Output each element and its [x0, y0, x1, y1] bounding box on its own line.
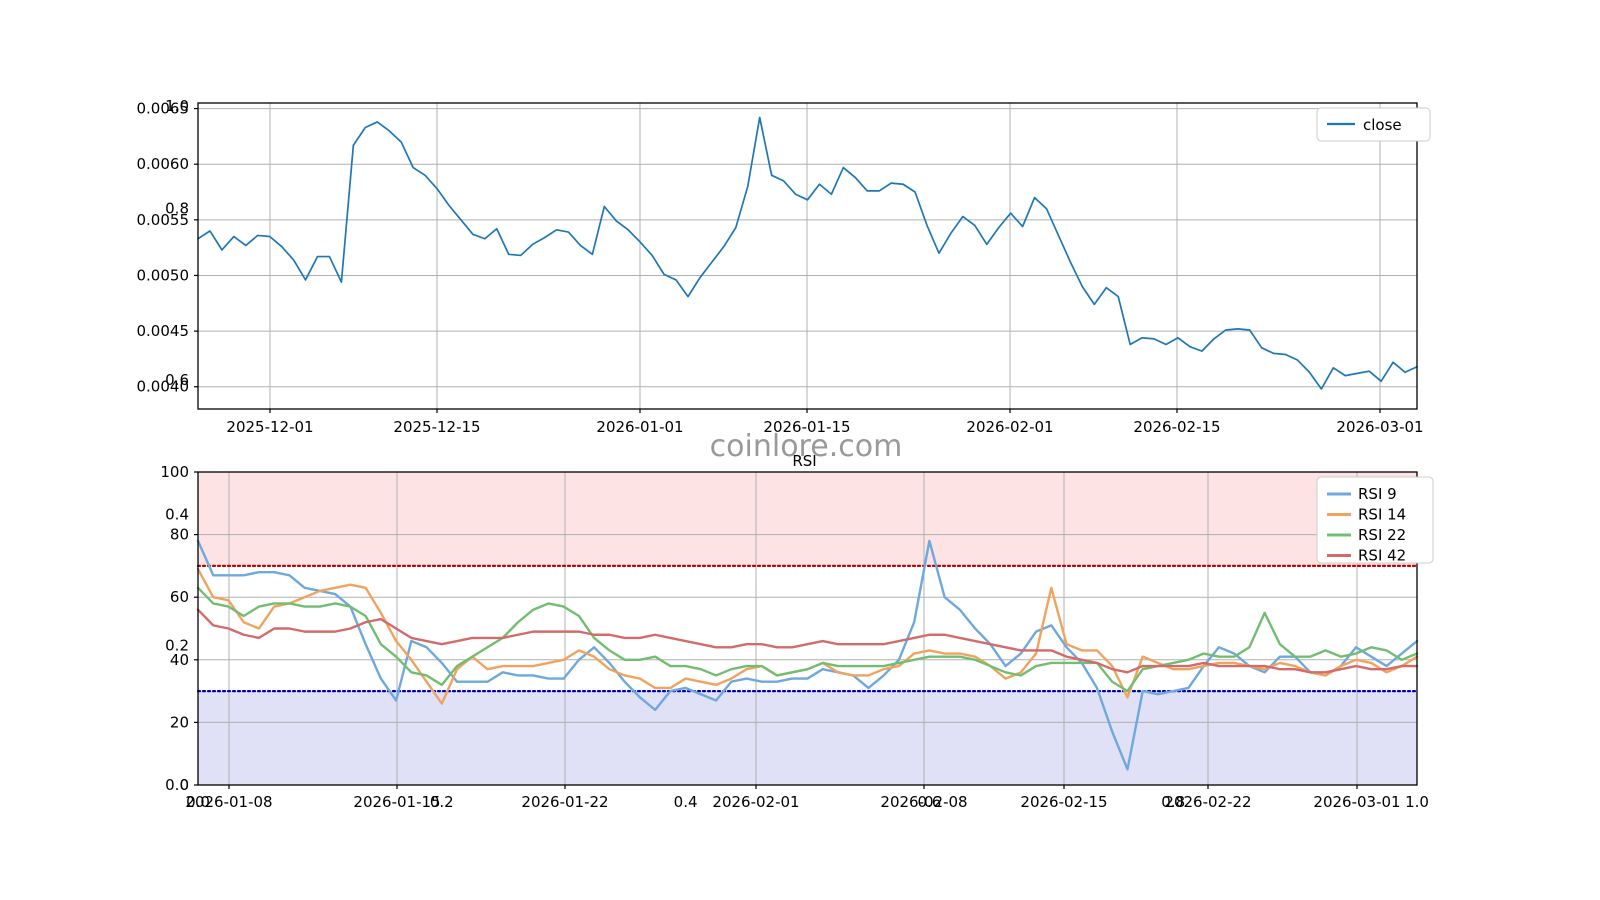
rsi-legend-label-2: RSI 22 — [1358, 526, 1406, 544]
rsi-xtick-label: 2026-02-22 — [1164, 793, 1251, 811]
rsi-line-rsi-42 — [196, 608, 1419, 674]
rsi-xtick-label: 2026-02-08 — [880, 793, 967, 811]
price-close-line — [197, 116, 1418, 390]
price-axes-frame — [197, 102, 1418, 410]
rsi-xtick-overlay-label: 0.8 — [1161, 793, 1185, 811]
rsi-ytick-label: 80 — [170, 526, 189, 544]
rsi-xtick-overlay-label: 0.2 — [430, 793, 454, 811]
price-ytick-label: 0.0040 — [137, 378, 190, 396]
rsi-ytick-label: 40 — [170, 651, 189, 669]
price-ytick-label: 0.0060 — [137, 155, 190, 173]
rsi-ytick-overlay-label: 0.2 — [165, 637, 189, 655]
rsi-ytick-overlay-label: 0.4 — [165, 505, 189, 523]
price-ytick-overlay-label: 0.6 — [165, 371, 189, 389]
rsi-legend-label-3: RSI 42 — [1358, 547, 1406, 565]
price-xtick-label: 2026-01-15 — [763, 418, 850, 436]
price-xtick-label: 2026-02-01 — [966, 418, 1053, 436]
rsi-xtick-label: 2026-01-22 — [521, 793, 608, 811]
rsi-legend-label-0: RSI 9 — [1358, 485, 1397, 503]
rsi-xtick-overlay-label: 0.6 — [917, 793, 941, 811]
rsi-xtick-label: 2026-01-08 — [185, 793, 272, 811]
rsi-band-oversold — [198, 691, 1417, 785]
rsi-legend[interactable]: RSI 9 RSI 14 RSI 22 RSI 42 — [1316, 476, 1434, 565]
price-xtick-label: 2026-03-01 — [1336, 418, 1423, 436]
rsi-ytick-overlay-label: 0.0 — [165, 776, 189, 794]
rsi-xtick-label: 2026-02-15 — [1020, 793, 1107, 811]
price-ytick-label: 0.0055 — [137, 211, 190, 229]
price-ytick-overlay-label: 1.0 — [165, 97, 189, 115]
price-legend[interactable]: close — [1316, 107, 1431, 142]
price-xtick-label: 2026-02-15 — [1133, 418, 1220, 436]
price-ytick-label: 0.0065 — [137, 100, 190, 118]
rsi-ytick-label: 100 — [160, 463, 189, 481]
rsi-xtick-overlay-label: 0.4 — [674, 793, 698, 811]
rsi-xtick-overlay-label: 1.0 — [1405, 793, 1429, 811]
price-ytick-label: 0.0045 — [137, 322, 190, 340]
price-xtick-label: 2026-01-01 — [596, 418, 683, 436]
rsi-xtick-overlay-label: 0.0 — [186, 793, 210, 811]
price-legend-label: close — [1363, 116, 1402, 134]
rsi-xtick-label: 2026-01-15 — [353, 793, 440, 811]
price-xtick-label: 2025-12-15 — [393, 418, 480, 436]
price-ytick-overlay-label: 0.8 — [165, 200, 189, 218]
rsi-ytick-label: 0 — [179, 776, 189, 794]
rsi-axes-title: RSI — [792, 452, 816, 470]
rsi-axes-frame — [197, 471, 1418, 786]
rsi-ytick-label: 60 — [170, 588, 189, 606]
rsi-legend-box — [1316, 476, 1434, 564]
rsi-xtick-label: 2026-03-01 — [1313, 793, 1400, 811]
rsi-legend-label-1: RSI 14 — [1358, 506, 1406, 524]
price-legend-box — [1316, 107, 1431, 142]
rsi-xtick-label: 2026-02-01 — [712, 793, 799, 811]
rsi-line-rsi-9 — [196, 539, 1419, 771]
price-xtick-label: 2025-12-01 — [226, 418, 313, 436]
watermark-text: coinlore.com — [710, 429, 903, 464]
rsi-line-rsi-22 — [196, 586, 1419, 693]
price-ytick-label: 0.0050 — [137, 266, 190, 284]
rsi-band-overbought — [198, 472, 1417, 566]
rsi-ytick-label: 20 — [170, 713, 189, 731]
